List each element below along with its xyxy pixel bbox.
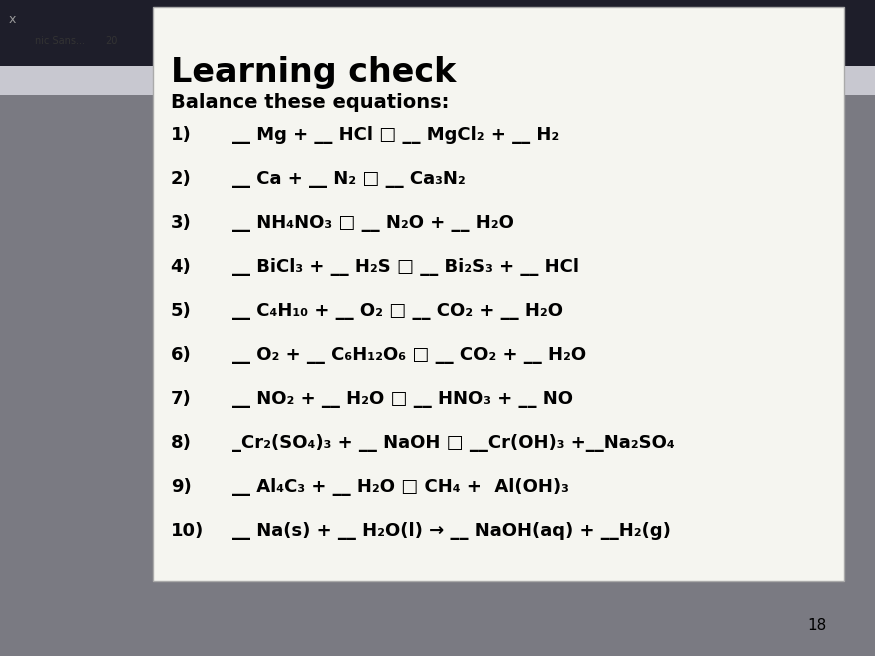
Text: 9): 9): [171, 478, 192, 495]
Text: 1): 1): [171, 126, 192, 144]
Text: __ BiCl₃ + __ H₂S □ __ Bi₂S₃ + __ HCl: __ BiCl₃ + __ H₂S □ __ Bi₂S₃ + __ HCl: [232, 258, 579, 276]
Text: __ O₂ + __ C₆H₁₂O₆ □ __ CO₂ + __ H₂O: __ O₂ + __ C₆H₁₂O₆ □ __ CO₂ + __ H₂O: [232, 346, 586, 363]
Text: 7): 7): [171, 390, 192, 407]
Bar: [153, 7, 844, 581]
Bar: [0, 95, 875, 656]
Text: 2): 2): [171, 170, 192, 188]
Text: __ NO₂ + __ H₂O □ __ HNO₃ + __ NO: __ NO₂ + __ H₂O □ __ HNO₃ + __ NO: [232, 390, 573, 407]
Text: 8): 8): [171, 434, 192, 451]
Text: __ C₄H₁₀ + __ O₂ □ __ CO₂ + __ H₂O: __ C₄H₁₀ + __ O₂ □ __ CO₂ + __ H₂O: [232, 302, 563, 319]
Bar: [0, 66, 875, 95]
Text: __ Ca + __ N₂ □ __ Ca₃N₂: __ Ca + __ N₂ □ __ Ca₃N₂: [232, 170, 466, 188]
Text: Balance these equations:: Balance these equations:: [171, 93, 449, 112]
Text: __ NH₄NO₃ □ __ N₂O + __ H₂O: __ NH₄NO₃ □ __ N₂O + __ H₂O: [232, 214, 514, 232]
Text: __ Mg + __ HCl □ __ MgCl₂ + __ H₂: __ Mg + __ HCl □ __ MgCl₂ + __ H₂: [232, 126, 559, 144]
Text: 4): 4): [171, 258, 192, 276]
Text: 6): 6): [171, 346, 192, 363]
Bar: [245, 15, 464, 36]
Text: _Cr₂(SO₄)₃ + __ NaOH □ __Cr(OH)₃ +__Na₂SO₄: _Cr₂(SO₄)₃ + __ NaOH □ __Cr(OH)₃ +__Na₂S…: [232, 434, 675, 451]
Text: 20: 20: [105, 36, 117, 46]
Text: x: x: [9, 13, 16, 26]
Text: 18: 18: [808, 618, 827, 633]
Text: nic Sans...: nic Sans...: [35, 36, 85, 46]
Bar: [0, 0, 875, 66]
Text: 10): 10): [171, 522, 204, 539]
Text: __ Al₄C₃ + __ H₂O □ CH₄ +  Al(OH)₃: __ Al₄C₃ + __ H₂O □ CH₄ + Al(OH)₃: [232, 478, 569, 495]
Text: __ Na(s) + __ H₂O(l) → __ NaOH(aq) + __H₂(g): __ Na(s) + __ H₂O(l) → __ NaOH(aq) + __H…: [232, 522, 671, 539]
Text: 3): 3): [171, 214, 192, 232]
Text: Learning check: Learning check: [171, 56, 456, 89]
Text: 5): 5): [171, 302, 192, 319]
